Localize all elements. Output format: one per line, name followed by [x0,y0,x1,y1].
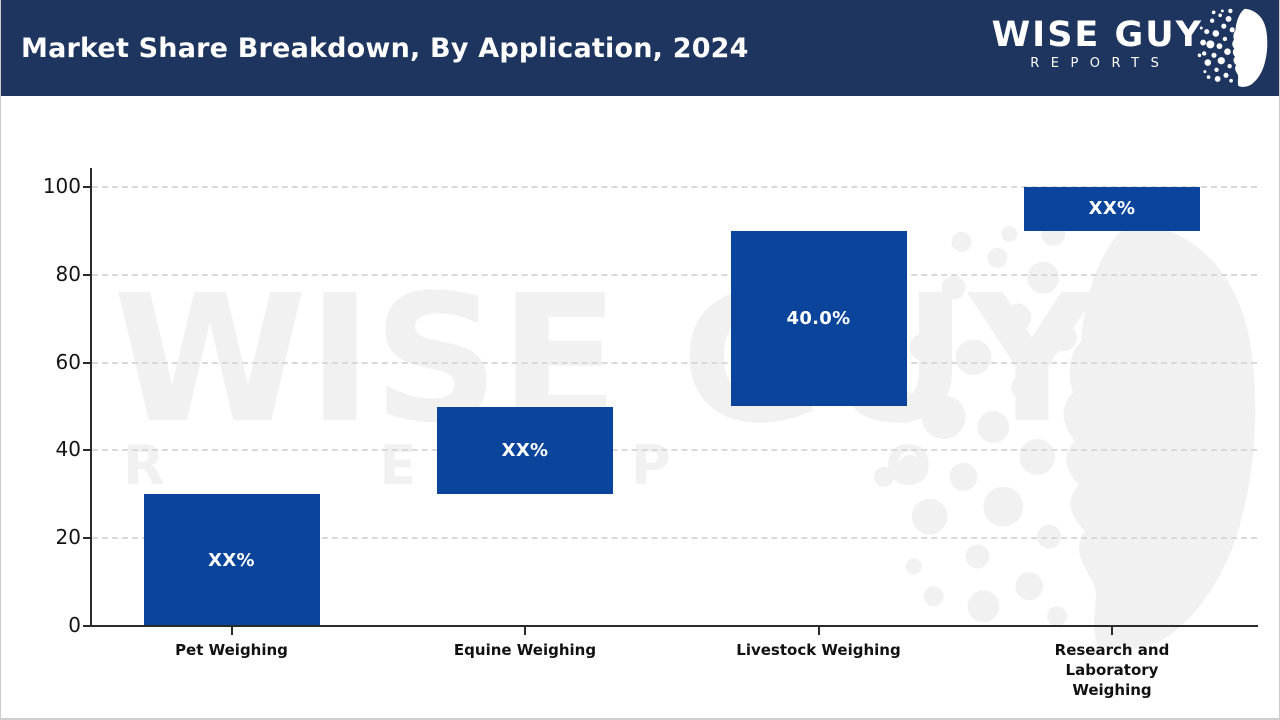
x-category-label-2: Equine Weighing [453,641,597,659]
y-tick-100 [83,186,92,188]
x-tick-1 [230,627,233,635]
bar-1: XX% [143,494,320,626]
brand-name: WISE GUY [991,15,1203,55]
y-tick-label-0: 0 [68,613,81,637]
gridline-20 [92,537,1257,540]
header-bar: Market Share Breakdown, By Application, … [1,0,1279,96]
gridline-60 [92,361,1257,364]
y-axis-line [90,168,92,627]
bar-value-label-4: XX% [1088,198,1136,220]
y-tick-label-20: 20 [55,525,81,550]
bar-4: XX% [1024,187,1200,231]
x-category-label-4: Research and Laboratory Weighing [1054,641,1170,699]
gridline-40 [92,449,1257,452]
gridline-100 [92,186,1257,188]
bar-3: 40.0% [730,230,907,407]
y-tick-label-80: 80 [55,261,81,286]
y-tick-label-40: 40 [55,437,81,462]
x-category-label-3: Livestock Weighing [736,641,901,659]
y-tick-40 [83,449,92,452]
y-tick-60 [83,361,92,364]
y-tick-80 [83,273,92,276]
watermark-head-icon [873,218,1273,656]
y-tick-20 [83,537,92,540]
x-tick-4 [1111,627,1113,635]
y-tick-label-60: 60 [55,349,81,374]
bar-value-label-2: XX% [501,439,549,461]
bar-value-label-1: XX% [208,549,255,571]
y-tick-label-100: 100 [42,174,81,198]
brand-logo: WISE GUY REPORTS [992,6,1271,90]
x-tick-2 [524,627,526,635]
bar-2: XX% [437,406,613,495]
brand-logo-text: WISE GUY REPORTS [992,16,1203,71]
brand-subname: REPORTS [1030,56,1171,71]
x-tick-3 [817,627,820,635]
page-title: Market Share Breakdown, By Application, … [21,32,749,64]
gridline-80 [92,273,1257,276]
y-tick-0 [83,625,92,627]
x-axis-line [90,625,1258,627]
x-category-label-1: Pet Weighing [175,641,288,659]
bar-value-label-3: 40.0% [786,308,851,330]
brand-head-icon [1191,8,1277,88]
